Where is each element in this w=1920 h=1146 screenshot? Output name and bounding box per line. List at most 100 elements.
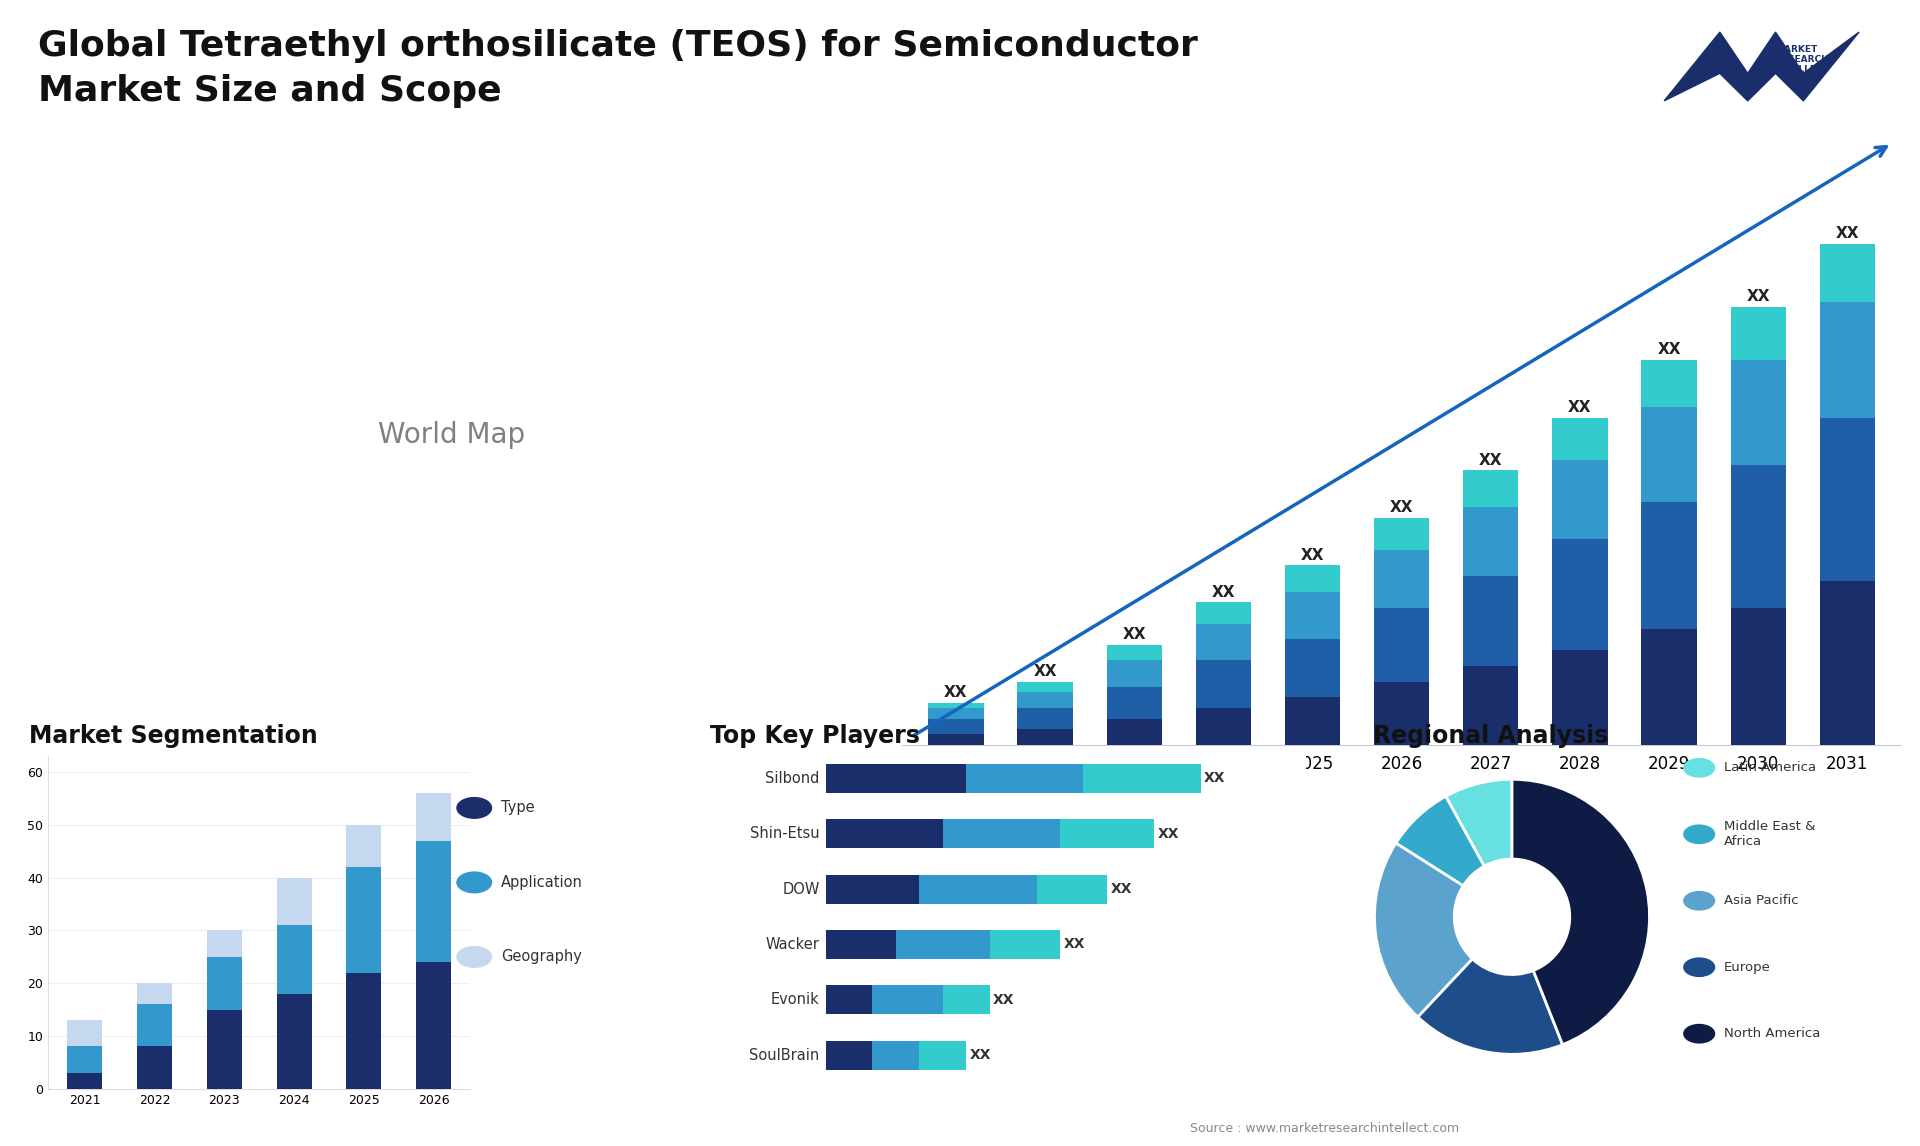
Bar	[943, 986, 989, 1014]
Bar	[872, 986, 943, 1014]
Bar	[1642, 360, 1697, 407]
Bar	[826, 931, 897, 959]
Text: XX: XX	[1300, 548, 1325, 563]
Text: XX: XX	[1657, 342, 1680, 358]
Bar	[1196, 660, 1252, 708]
Text: XX: XX	[1110, 882, 1133, 896]
Bar	[1196, 603, 1252, 623]
Text: XX: XX	[1033, 664, 1056, 678]
Bar	[1463, 508, 1519, 576]
Bar	[1642, 407, 1697, 502]
Bar	[920, 874, 1037, 903]
Bar	[927, 719, 983, 735]
Text: XX: XX	[970, 1049, 991, 1062]
Bar	[1284, 639, 1340, 698]
Text: SoulBrain: SoulBrain	[749, 1047, 820, 1062]
Bar	[1060, 819, 1154, 848]
Bar	[1730, 465, 1786, 607]
Bar	[1730, 607, 1786, 745]
Bar	[67, 1020, 102, 1046]
Wedge shape	[1396, 796, 1484, 886]
Bar	[1375, 550, 1428, 607]
Bar	[207, 957, 242, 1010]
Bar	[346, 868, 382, 973]
Bar	[1551, 460, 1607, 539]
Bar	[136, 1004, 173, 1046]
Bar	[1284, 591, 1340, 639]
Bar	[1820, 417, 1876, 581]
Bar	[346, 825, 382, 868]
Bar	[1375, 518, 1428, 550]
Text: Europe: Europe	[1724, 960, 1770, 974]
Bar	[872, 1041, 920, 1069]
Wedge shape	[1513, 779, 1649, 1045]
Bar	[920, 1041, 966, 1069]
Bar	[1463, 666, 1519, 745]
Wedge shape	[1375, 843, 1473, 1017]
Text: Market Size and Scope: Market Size and Scope	[38, 74, 501, 109]
Text: Top Key Players: Top Key Players	[710, 724, 920, 748]
Text: Silbond: Silbond	[766, 771, 820, 786]
Bar	[1463, 576, 1519, 666]
Text: XX: XX	[1212, 584, 1235, 599]
Bar	[417, 963, 451, 1089]
Text: XX: XX	[1158, 826, 1179, 841]
Bar	[826, 986, 872, 1014]
Text: Type: Type	[501, 800, 536, 816]
Bar	[989, 931, 1060, 959]
Bar	[136, 983, 173, 1004]
Wedge shape	[1417, 959, 1563, 1054]
Bar	[346, 973, 382, 1089]
Bar	[1730, 360, 1786, 465]
Bar	[1375, 682, 1428, 745]
Text: XX: XX	[1123, 627, 1146, 642]
Bar	[1106, 644, 1162, 660]
Bar	[1106, 660, 1162, 686]
Bar	[207, 931, 242, 957]
Bar	[1018, 708, 1073, 729]
Bar	[927, 702, 983, 708]
Text: Geography: Geography	[501, 949, 582, 965]
Text: Global Tetraethyl orthosilicate (TEOS) for Semiconductor: Global Tetraethyl orthosilicate (TEOS) f…	[38, 29, 1198, 63]
Bar	[1820, 301, 1876, 417]
Text: Wacker: Wacker	[766, 937, 820, 952]
Bar	[1018, 692, 1073, 708]
Text: XX: XX	[1064, 937, 1085, 951]
Text: World Map: World Map	[378, 422, 524, 449]
Text: XX: XX	[993, 992, 1014, 1007]
Text: Latin America: Latin America	[1724, 761, 1816, 775]
Bar	[1106, 719, 1162, 745]
Bar	[67, 1073, 102, 1089]
Text: Regional Analysis: Regional Analysis	[1373, 724, 1609, 748]
Text: Asia Pacific: Asia Pacific	[1724, 894, 1799, 908]
Bar	[1463, 471, 1519, 508]
Bar	[1375, 607, 1428, 682]
Text: XX: XX	[1478, 453, 1503, 468]
Bar	[1083, 764, 1200, 793]
Text: XX: XX	[1204, 771, 1225, 785]
Text: Evonik: Evonik	[772, 992, 820, 1007]
Bar	[276, 878, 311, 925]
Bar	[1284, 565, 1340, 591]
Text: MARKET
RESEARCH
INTELLECT: MARKET RESEARCH INTELLECT	[1776, 45, 1830, 74]
Text: XX: XX	[945, 685, 968, 700]
Bar	[966, 764, 1083, 793]
Text: Application: Application	[501, 874, 584, 890]
Bar	[826, 764, 966, 793]
Bar	[1037, 874, 1106, 903]
Bar	[826, 874, 920, 903]
Bar	[417, 841, 451, 963]
Bar	[1551, 650, 1607, 745]
Bar	[1196, 623, 1252, 660]
Bar	[1551, 539, 1607, 650]
Bar	[826, 819, 943, 848]
Bar	[943, 819, 1060, 848]
Bar	[1642, 629, 1697, 745]
Bar	[1018, 729, 1073, 745]
Text: XX: XX	[1747, 289, 1770, 304]
Bar	[897, 931, 989, 959]
Bar	[1018, 682, 1073, 692]
Text: XX: XX	[1390, 501, 1413, 516]
Bar	[1284, 698, 1340, 745]
Bar	[417, 793, 451, 841]
